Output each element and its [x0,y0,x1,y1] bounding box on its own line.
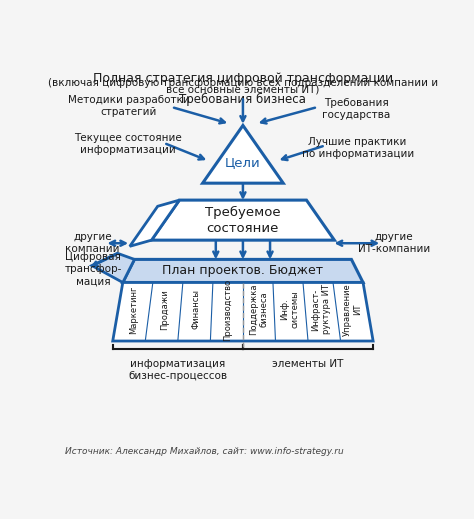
Text: Источник: Александр Михайлов, сайт: www.info-strategy.ru: Источник: Александр Михайлов, сайт: www.… [65,447,344,456]
Polygon shape [202,126,283,183]
Text: Полная стратегия цифровой трансформации: Полная стратегия цифровой трансформации [93,72,393,85]
Text: Цели: Цели [225,156,261,170]
Polygon shape [123,260,363,282]
Text: Инф.
системы: Инф. системы [280,291,300,329]
Polygon shape [130,200,179,247]
Text: Требования бизнеса: Требования бизнеса [180,93,306,106]
Text: Производство: Производство [223,278,232,340]
Text: Управление
ИТ: Управление ИТ [343,283,362,336]
Text: (включая цифровую трансформацию всех подразделений компании и: (включая цифровую трансформацию всех под… [48,78,438,88]
Text: Текущее состояние
информатизации: Текущее состояние информатизации [73,133,182,155]
Text: Методики разработки
стратегий: Методики разработки стратегий [68,95,190,117]
Text: Финансы: Финансы [191,290,201,330]
Text: другие
компании: другие компании [65,232,120,254]
Text: Маркетинг: Маркетинг [129,285,138,334]
Polygon shape [92,253,135,282]
Text: План проектов. Бюджет: План проектов. Бюджет [163,265,323,278]
Polygon shape [113,282,373,341]
Text: Требуемое
состояние: Требуемое состояние [205,206,281,235]
Text: другие
ИТ-компании: другие ИТ-компании [358,232,430,254]
Text: Инфраст-
руктура ИТ: Инфраст- руктура ИТ [311,284,331,334]
Text: Поддержка
бизнеса: Поддержка бизнеса [249,284,268,335]
Text: Требования
государства: Требования государства [322,98,390,120]
Text: Продажи: Продажи [160,289,169,330]
Text: все основные элементы ИТ): все основные элементы ИТ) [166,85,319,94]
Text: элементы ИТ: элементы ИТ [273,359,344,368]
Polygon shape [152,200,334,240]
Text: информатизация
бизнес-процессов: информатизация бизнес-процессов [128,359,228,381]
Text: Лучшие практики
по информатизации: Лучшие практики по информатизации [301,136,414,159]
Text: Цифровая
трансфор-
мация: Цифровая трансфор- мация [64,252,122,287]
